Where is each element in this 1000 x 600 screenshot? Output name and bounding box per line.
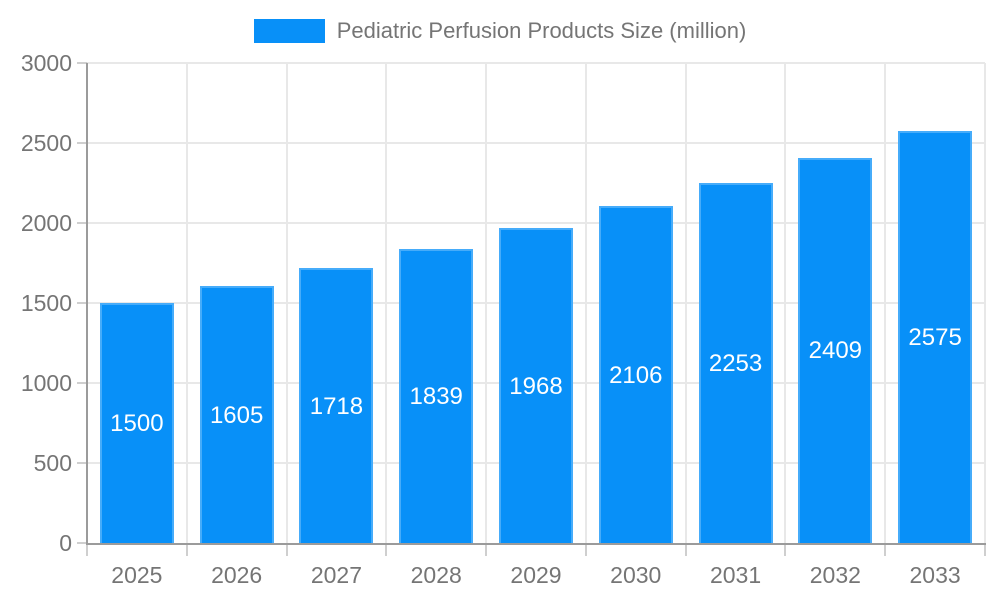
x-tick-label: 2033	[909, 562, 961, 588]
y-axis-tick	[77, 62, 87, 64]
gridline-horizontal	[87, 62, 985, 64]
y-tick-label: 0	[59, 530, 72, 556]
bar-value-label: 1500	[110, 410, 164, 437]
bar-value-label: 2409	[808, 337, 863, 365]
bar-value-label: 1839	[409, 382, 463, 410]
y-tick-label: 500	[33, 450, 72, 476]
chart-legend[interactable]: Pediatric Perfusion Products Size (milli…	[0, 18, 1000, 44]
bar-2025[interactable]: 1500	[99, 303, 174, 543]
bar-2030[interactable]: 2106	[598, 206, 673, 543]
x-tick-label: 2031	[709, 562, 762, 588]
gridline-vertical	[684, 63, 687, 543]
bar-value-label: 2253	[708, 349, 763, 377]
x-axis-tick	[684, 545, 687, 556]
y-axis-tick	[77, 142, 87, 144]
x-tick-label: 2027	[310, 562, 363, 588]
y-tick-label: 3000	[20, 50, 72, 76]
x-axis-tick	[584, 545, 587, 556]
gridline-vertical	[784, 63, 787, 543]
bar-value-label: 1968	[509, 372, 563, 400]
x-tick-label: 2030	[610, 562, 662, 588]
x-tick-label: 2025	[111, 562, 163, 588]
x-tick-label: 2029	[510, 562, 562, 588]
bar-2033[interactable]: 2575	[898, 131, 973, 543]
y-axis-tick	[77, 542, 87, 544]
bar-2026[interactable]: 1605	[199, 286, 274, 543]
y-axis-tick	[77, 382, 87, 384]
bar-2029[interactable]: 1968	[499, 228, 573, 543]
bar-2028[interactable]: 1839	[399, 248, 474, 543]
x-axis-tick	[86, 545, 88, 556]
x-tick-label: 2032	[809, 562, 861, 588]
gridline-vertical	[285, 63, 288, 543]
x-axis-line	[86, 543, 986, 545]
y-tick-label: 2500	[20, 130, 72, 156]
y-axis-line	[86, 63, 88, 545]
y-tick-label: 1500	[20, 290, 72, 316]
gridline-horizontal	[87, 222, 985, 224]
legend-label: Pediatric Perfusion Products Size (milli…	[336, 18, 747, 43]
bar-value-label: 1605	[209, 401, 264, 429]
y-axis-tick	[77, 302, 87, 304]
gridline-horizontal	[87, 142, 985, 144]
x-axis-tick	[385, 545, 388, 556]
bar-2032[interactable]: 2409	[798, 157, 873, 543]
legend-swatch-icon	[253, 19, 325, 43]
gridline-vertical	[485, 63, 488, 543]
gridline-vertical	[185, 63, 188, 543]
bar-2027[interactable]: 1718	[299, 268, 374, 543]
x-axis-tick	[884, 545, 887, 556]
x-axis-tick	[485, 545, 488, 556]
gridline-vertical	[584, 63, 587, 543]
x-axis-tick	[784, 545, 787, 556]
bar-value-label: 2575	[908, 324, 962, 351]
x-tick-label: 2028	[410, 562, 462, 588]
gridline-vertical	[385, 63, 388, 543]
y-tick-label: 2000	[20, 210, 72, 236]
bar-2031[interactable]: 2253	[698, 182, 773, 543]
x-tick-label: 2026	[211, 562, 263, 588]
bar-value-label: 2106	[609, 361, 663, 389]
y-axis-tick	[77, 462, 87, 464]
y-axis-tick	[77, 222, 87, 224]
gridline-vertical	[884, 63, 887, 543]
x-axis-tick	[984, 545, 986, 556]
bar-value-label: 1718	[309, 392, 364, 420]
x-axis-tick	[185, 545, 188, 556]
x-axis-tick	[285, 545, 288, 556]
y-tick-label: 1000	[20, 370, 72, 396]
gridline-vertical	[984, 63, 986, 543]
